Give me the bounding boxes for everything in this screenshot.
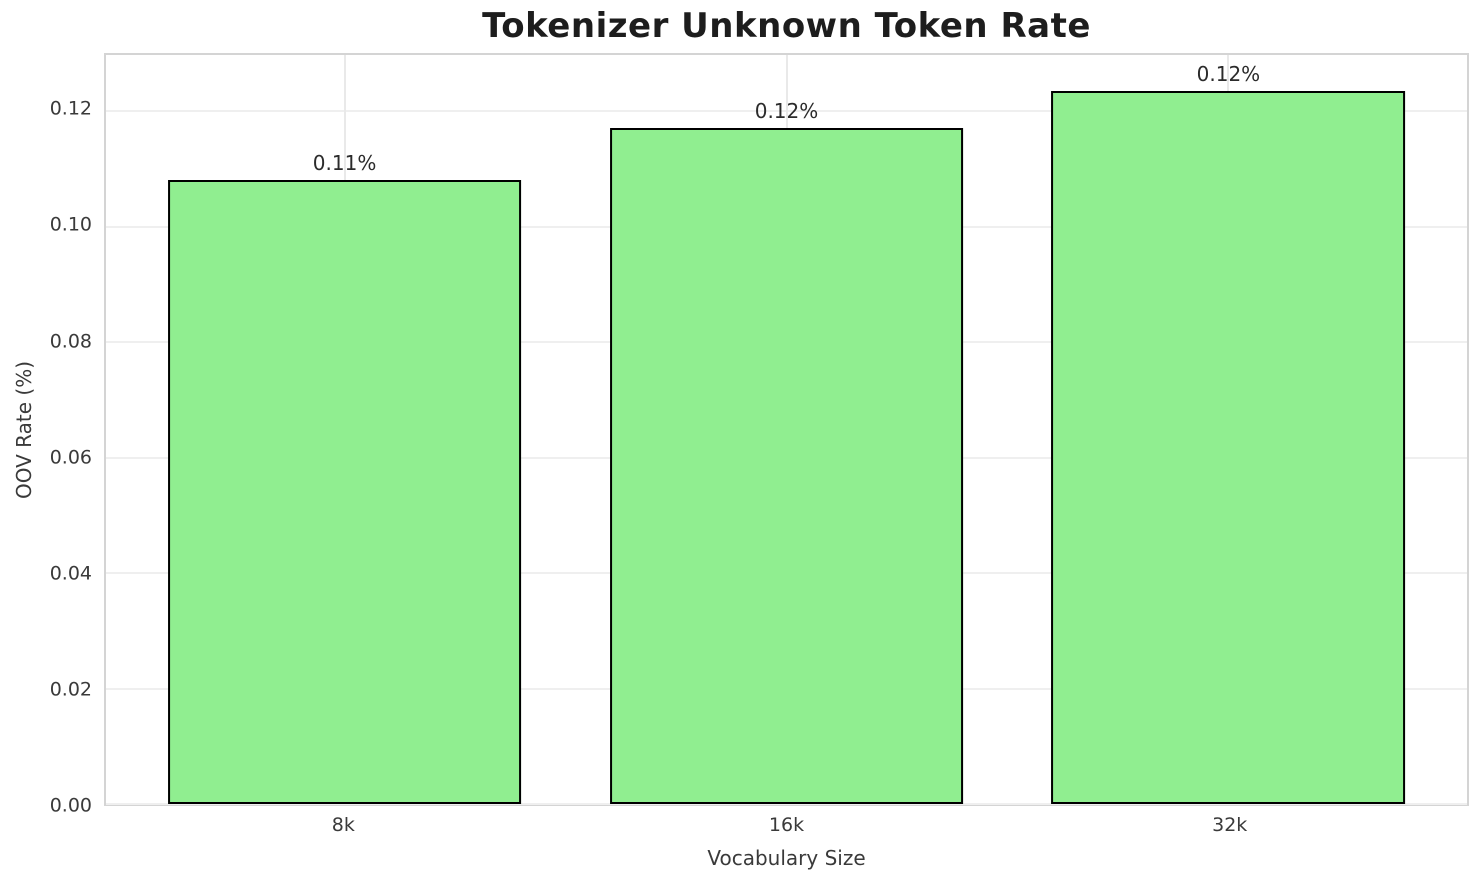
x-tick-label: 32k (1212, 814, 1248, 836)
chart-title: Tokenizer Unknown Token Rate (482, 6, 1091, 46)
horizontal-gridline (106, 803, 1467, 805)
x-axis-label: Vocabulary Size (707, 846, 866, 870)
x-axis-ticks: 8k 16k 32k (104, 816, 1469, 840)
y-axis-ticks: 0.00 0.02 0.04 0.06 0.08 0.10 0.12 (0, 53, 92, 815)
y-tick-label: 0.06 (49, 446, 92, 469)
y-tick-label: 0.04 (49, 562, 92, 585)
bar-32k (1051, 90, 1406, 804)
plot-area: 0.11% 0.12% 0.12% (104, 53, 1469, 806)
y-tick-label: 0.00 (49, 794, 92, 817)
x-tick-label: 16k (768, 814, 805, 836)
bar-value-label: 0.12% (754, 99, 819, 124)
y-tick-label: 0.08 (49, 330, 92, 353)
bar-value-label: 0.12% (1196, 61, 1261, 86)
bar-16k (609, 128, 964, 804)
y-tick-label: 0.10 (49, 213, 92, 236)
bar-8k (167, 180, 522, 804)
y-tick-label: 0.12 (49, 97, 92, 120)
x-tick-label: 8k (331, 814, 355, 836)
bar-value-label: 0.11% (312, 151, 377, 176)
y-tick-label: 0.02 (49, 678, 92, 701)
